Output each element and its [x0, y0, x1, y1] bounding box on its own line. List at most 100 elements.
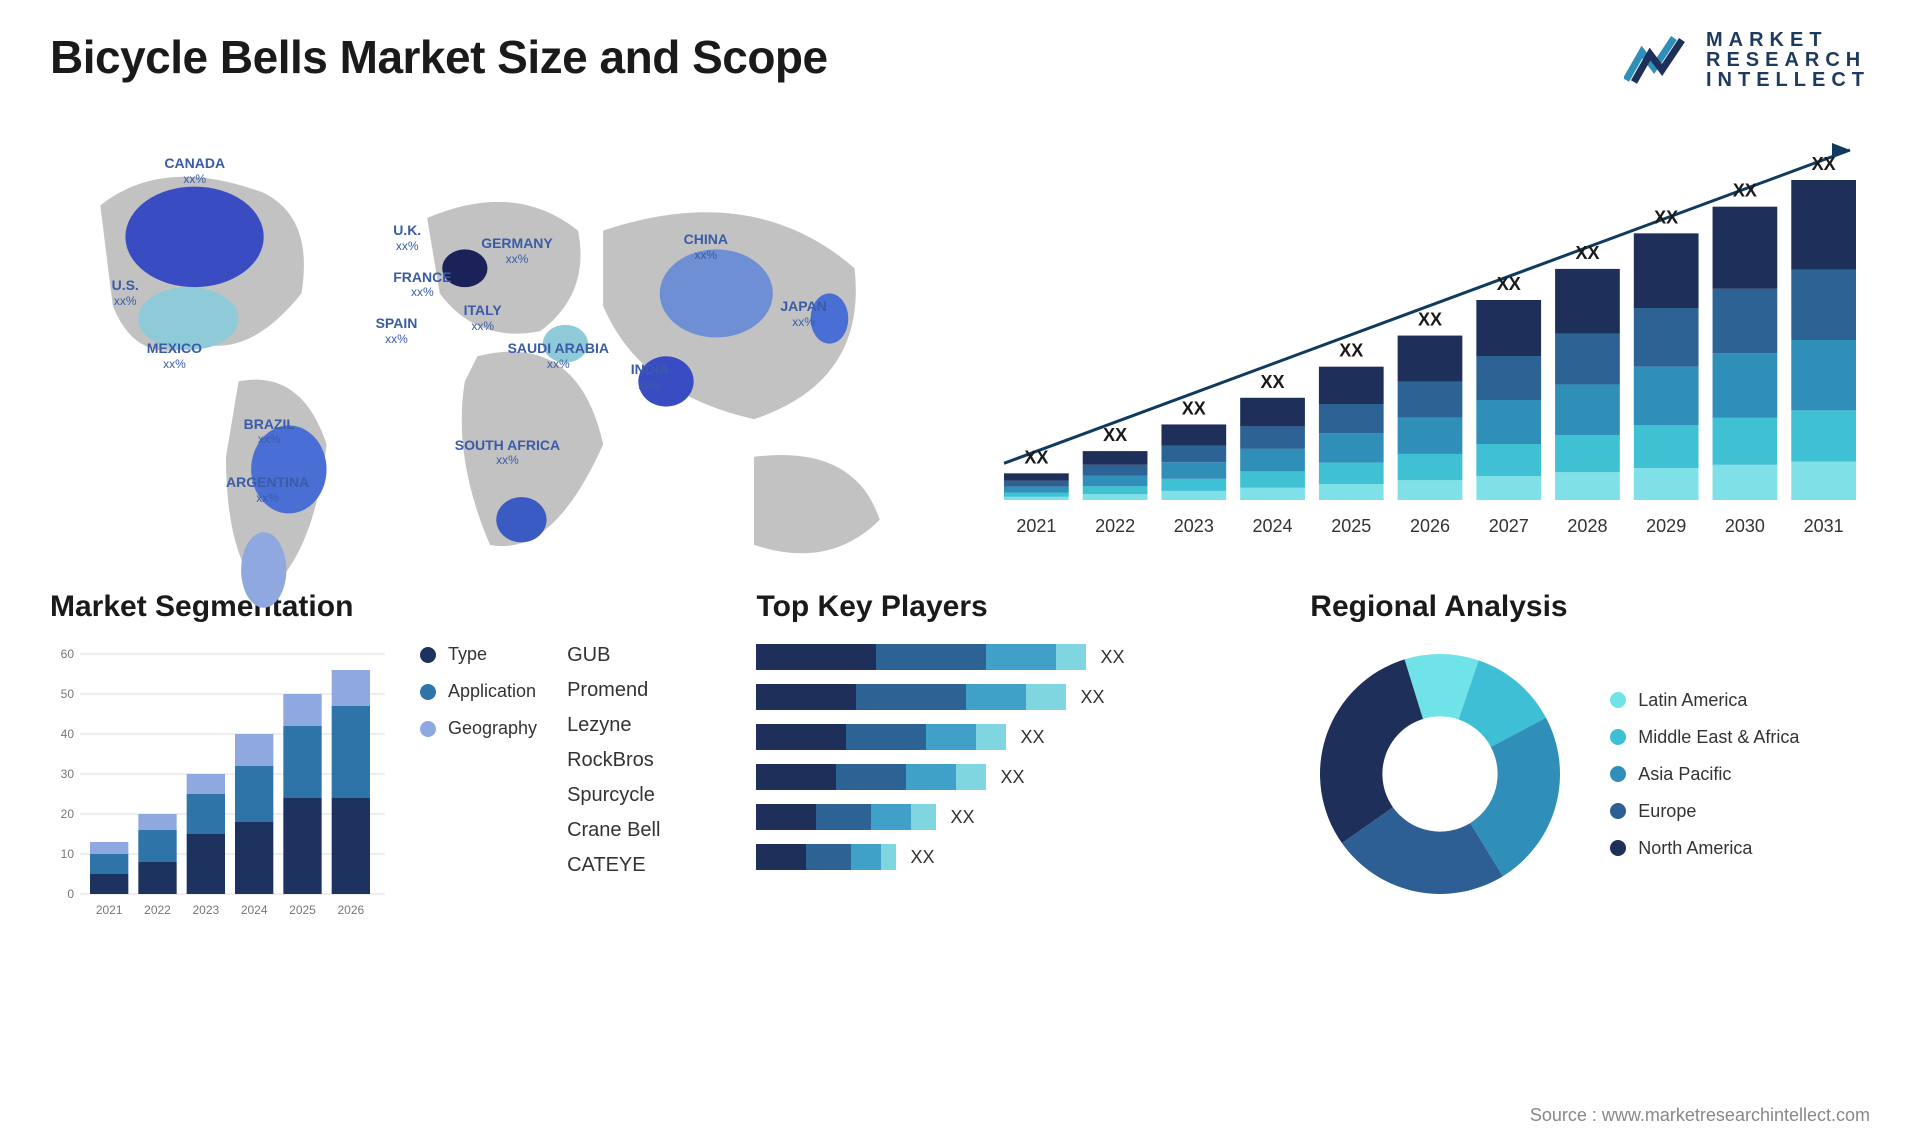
country-label: SOUTH AFRICAxx%	[455, 437, 560, 468]
hbar-segment	[966, 684, 1026, 710]
legend-dot-icon	[420, 684, 436, 700]
hbar-segment	[851, 844, 881, 870]
hbar-segment	[1056, 644, 1086, 670]
hbar-row: XX	[756, 764, 1265, 790]
hbar-segment	[881, 844, 896, 870]
country-label: JAPANxx%	[780, 298, 826, 329]
player-item: Spurcycle	[567, 784, 660, 807]
legend-label: Europe	[1638, 801, 1696, 822]
svg-text:2024: 2024	[1253, 516, 1293, 536]
source-text: Source : www.marketresearchintellect.com	[1530, 1105, 1870, 1126]
logo-line2: RESEARCH	[1706, 50, 1870, 70]
svg-text:2025: 2025	[289, 903, 316, 917]
svg-text:30: 30	[61, 767, 75, 781]
legend-dot-icon	[1610, 766, 1626, 782]
legend-label: North America	[1638, 838, 1752, 859]
page-title: Bicycle Bells Market Size and Scope	[50, 30, 828, 84]
svg-text:XX: XX	[1182, 398, 1206, 418]
logo-icon	[1624, 30, 1694, 90]
svg-text:XX: XX	[1024, 447, 1048, 467]
hbar-value: XX	[1000, 767, 1024, 788]
svg-text:XX: XX	[1497, 274, 1521, 294]
legend-dot-icon	[1610, 729, 1626, 745]
hbar-value: XX	[910, 847, 934, 868]
regional-donut	[1310, 644, 1570, 904]
svg-text:XX: XX	[1733, 181, 1757, 201]
country-label: SAUDI ARABIAxx%	[508, 340, 609, 371]
hbar-segment	[756, 764, 836, 790]
svg-text:60: 60	[61, 647, 75, 661]
hbar-segment	[926, 724, 976, 750]
hbar-segment	[986, 644, 1056, 670]
svg-text:XX: XX	[1654, 207, 1678, 227]
legend-item: Europe	[1610, 801, 1799, 822]
hbar-segment	[836, 764, 906, 790]
hbar-segment	[906, 764, 956, 790]
hbar-segment	[956, 764, 986, 790]
legend-label: Geography	[448, 718, 537, 739]
hbar-segment	[871, 804, 911, 830]
country-label: ARGENTINAxx%	[226, 474, 309, 505]
country-label: U.K.xx%	[393, 222, 421, 253]
regional-legend: Latin AmericaMiddle East & AfricaAsia Pa…	[1610, 690, 1799, 859]
world-map: CANADAxx%U.S.xx%MEXICOxx%BRAZILxx%ARGENT…	[50, 130, 930, 550]
legend-dot-icon	[1610, 803, 1626, 819]
brand-logo: MARKET RESEARCH INTELLECT	[1624, 30, 1870, 90]
svg-text:2028: 2028	[1567, 516, 1607, 536]
svg-text:XX: XX	[1418, 310, 1442, 330]
segmentation-chart: 0102030405060202120222023202420252026	[50, 644, 390, 924]
hbar-segment	[856, 684, 966, 710]
logo-line1: MARKET	[1706, 30, 1870, 50]
logo-line3: INTELLECT	[1706, 70, 1870, 90]
legend-dot-icon	[1610, 840, 1626, 856]
svg-text:2023: 2023	[1174, 516, 1214, 536]
svg-text:2021: 2021	[96, 903, 123, 917]
hbar-row: XX	[756, 844, 1265, 870]
hbar-value: XX	[1080, 687, 1104, 708]
hbar-segment	[806, 844, 851, 870]
hbar-segment	[846, 724, 926, 750]
hbar-row: XX	[756, 684, 1265, 710]
legend-item: Application	[420, 681, 537, 702]
hbar-value: XX	[950, 807, 974, 828]
svg-text:2023: 2023	[192, 903, 219, 917]
hbar-segment	[911, 804, 936, 830]
legend-item: North America	[1610, 838, 1799, 859]
legend-item: Latin America	[1610, 690, 1799, 711]
legend-item: Geography	[420, 718, 537, 739]
hbar-segment	[816, 804, 871, 830]
country-label: U.S.xx%	[112, 277, 139, 308]
country-label: ITALYxx%	[464, 302, 502, 333]
forecast-chart: XX2021XX2022XX2023XX2024XX2025XX2026XX20…	[990, 130, 1870, 550]
svg-text:10: 10	[61, 847, 75, 861]
hbar-value: XX	[1100, 647, 1124, 668]
country-label: CANADAxx%	[164, 155, 225, 186]
player-item: CATEYE	[567, 854, 660, 877]
country-label: GERMANYxx%	[481, 235, 553, 266]
hbar-segment	[756, 844, 806, 870]
segmentation-chart-svg: 0102030405060202120222023202420252026	[50, 644, 390, 924]
svg-text:2026: 2026	[1410, 516, 1450, 536]
svg-text:2022: 2022	[144, 903, 171, 917]
svg-text:0: 0	[67, 887, 74, 901]
hbar-segment	[756, 684, 856, 710]
world-map-svg	[50, 130, 930, 658]
svg-text:XX: XX	[1812, 154, 1836, 174]
svg-text:XX: XX	[1575, 243, 1599, 263]
player-item: Lezyne	[567, 714, 660, 737]
legend-label: Application	[448, 681, 536, 702]
hbar-segment	[756, 804, 816, 830]
hbar-segment	[976, 724, 1006, 750]
player-item: RockBros	[567, 749, 660, 772]
hbar-segment	[756, 724, 846, 750]
hbar-value: XX	[1020, 727, 1044, 748]
country-label: CHINAxx%	[684, 231, 728, 262]
svg-text:XX: XX	[1103, 425, 1127, 445]
legend-item: Middle East & Africa	[1610, 727, 1799, 748]
svg-text:2022: 2022	[1095, 516, 1135, 536]
svg-text:2027: 2027	[1489, 516, 1529, 536]
regional-title: Regional Analysis	[1310, 590, 1870, 624]
country-label: MEXICOxx%	[147, 340, 202, 371]
svg-text:40: 40	[61, 727, 75, 741]
country-label: FRANCExx%	[393, 269, 451, 300]
